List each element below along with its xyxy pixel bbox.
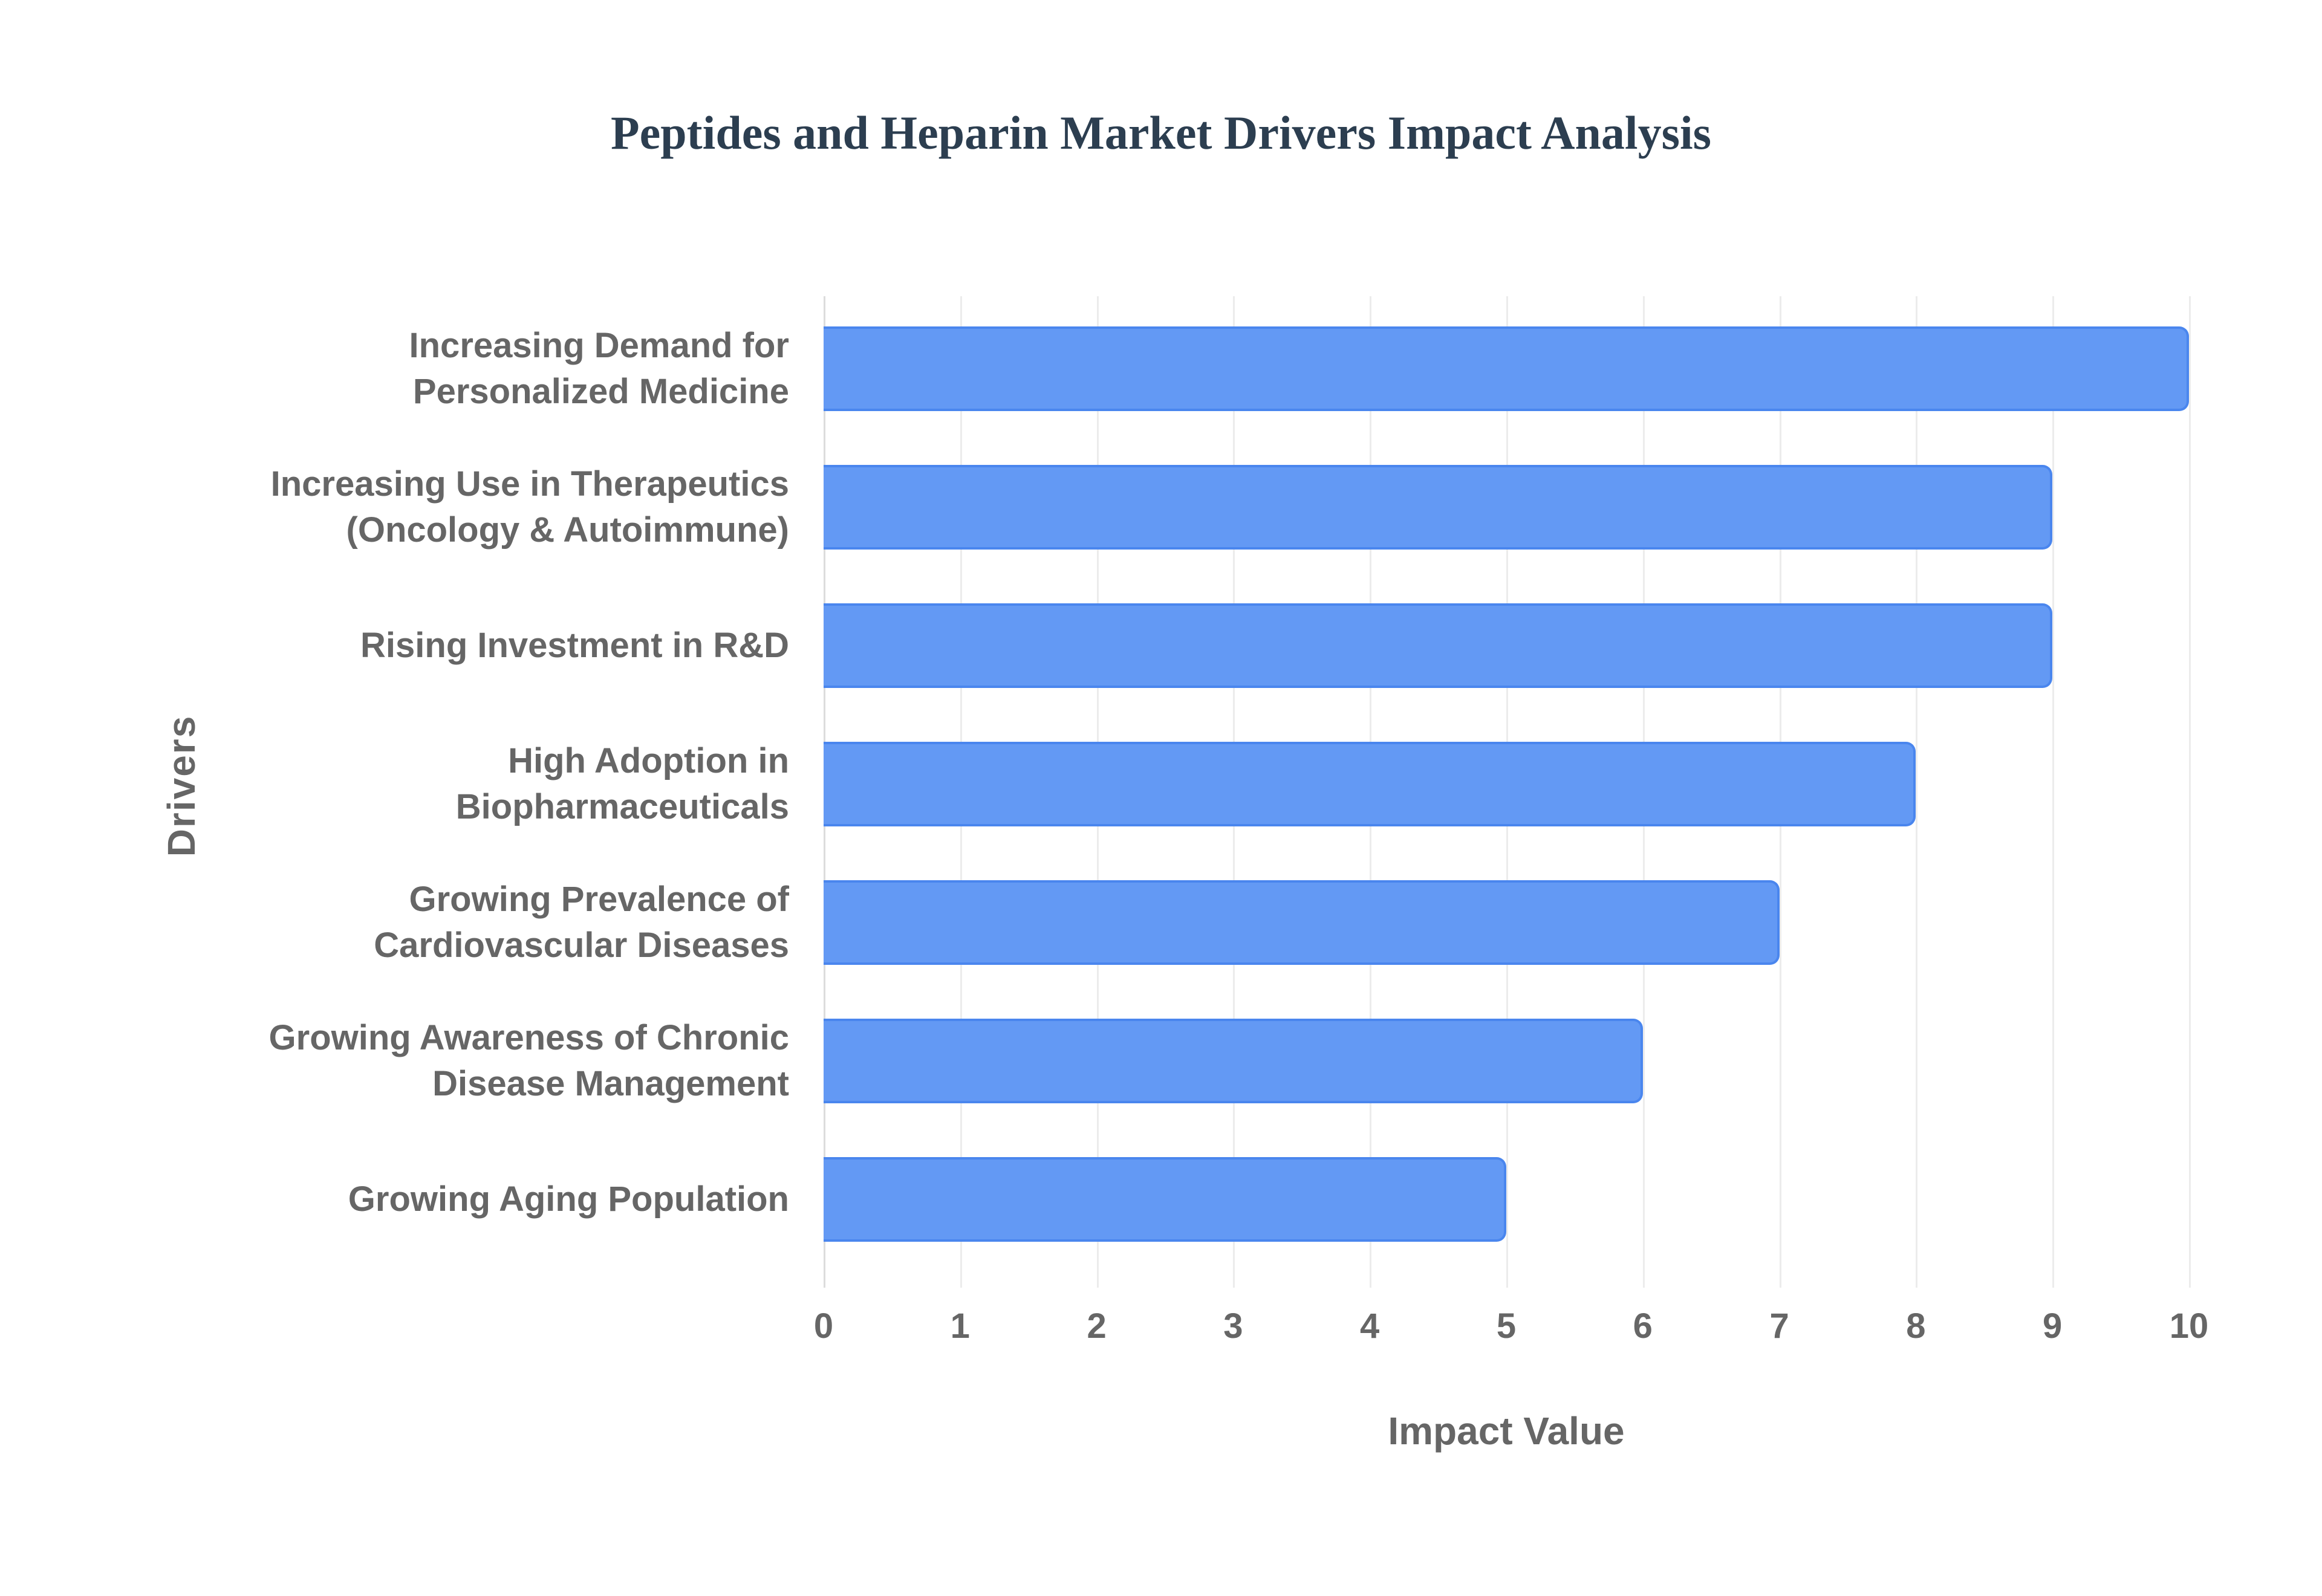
x-tick-label: 4 (1360, 1306, 1380, 1346)
x-tick-label: 6 (1633, 1306, 1653, 1346)
bar[interactable] (824, 1157, 1506, 1242)
bar[interactable] (824, 326, 2189, 411)
gridline (2189, 296, 2191, 1288)
bar[interactable] (824, 465, 2053, 550)
x-tick-label: 0 (813, 1306, 834, 1346)
bar[interactable] (824, 742, 1916, 826)
category-label: Increasing Demand for Personalized Medici… (409, 326, 789, 411)
plot-area (824, 296, 2191, 1288)
category-label: High Adoption in Biopharmaceuticals (455, 741, 789, 826)
x-tick-label: 9 (2043, 1306, 2063, 1346)
bar[interactable] (824, 1019, 1643, 1103)
gridline (1916, 296, 1918, 1288)
bar[interactable] (824, 880, 1780, 965)
category-label: Growing Prevalence of Cardiovascular Dise… (374, 880, 789, 965)
y-axis-title: Drivers (160, 715, 203, 857)
category-label: Growing Aging Population (348, 1179, 789, 1219)
category-label: Growing Awareness of Chronic Disease Mana… (268, 1018, 789, 1103)
x-tick-label: 7 (1769, 1306, 1789, 1346)
x-tick-label: 3 (1223, 1306, 1243, 1346)
category-label: Increasing Use in Therapeutics (Oncology … (270, 464, 789, 550)
bar[interactable] (824, 603, 2053, 688)
x-tick-label: 5 (1496, 1306, 1517, 1346)
gridline (2052, 296, 2055, 1288)
x-tick-label: 8 (1906, 1306, 1926, 1346)
x-tick-label: 10 (2169, 1306, 2209, 1346)
x-tick-label: 2 (1087, 1306, 1107, 1346)
x-tick-label: 1 (950, 1306, 970, 1346)
x-axis-title: Impact Value (1388, 1409, 1625, 1453)
chart-title: Peptides and Heparin Market Drivers Impa… (611, 106, 1711, 159)
category-label: Rising Investment in R&D (360, 626, 789, 665)
